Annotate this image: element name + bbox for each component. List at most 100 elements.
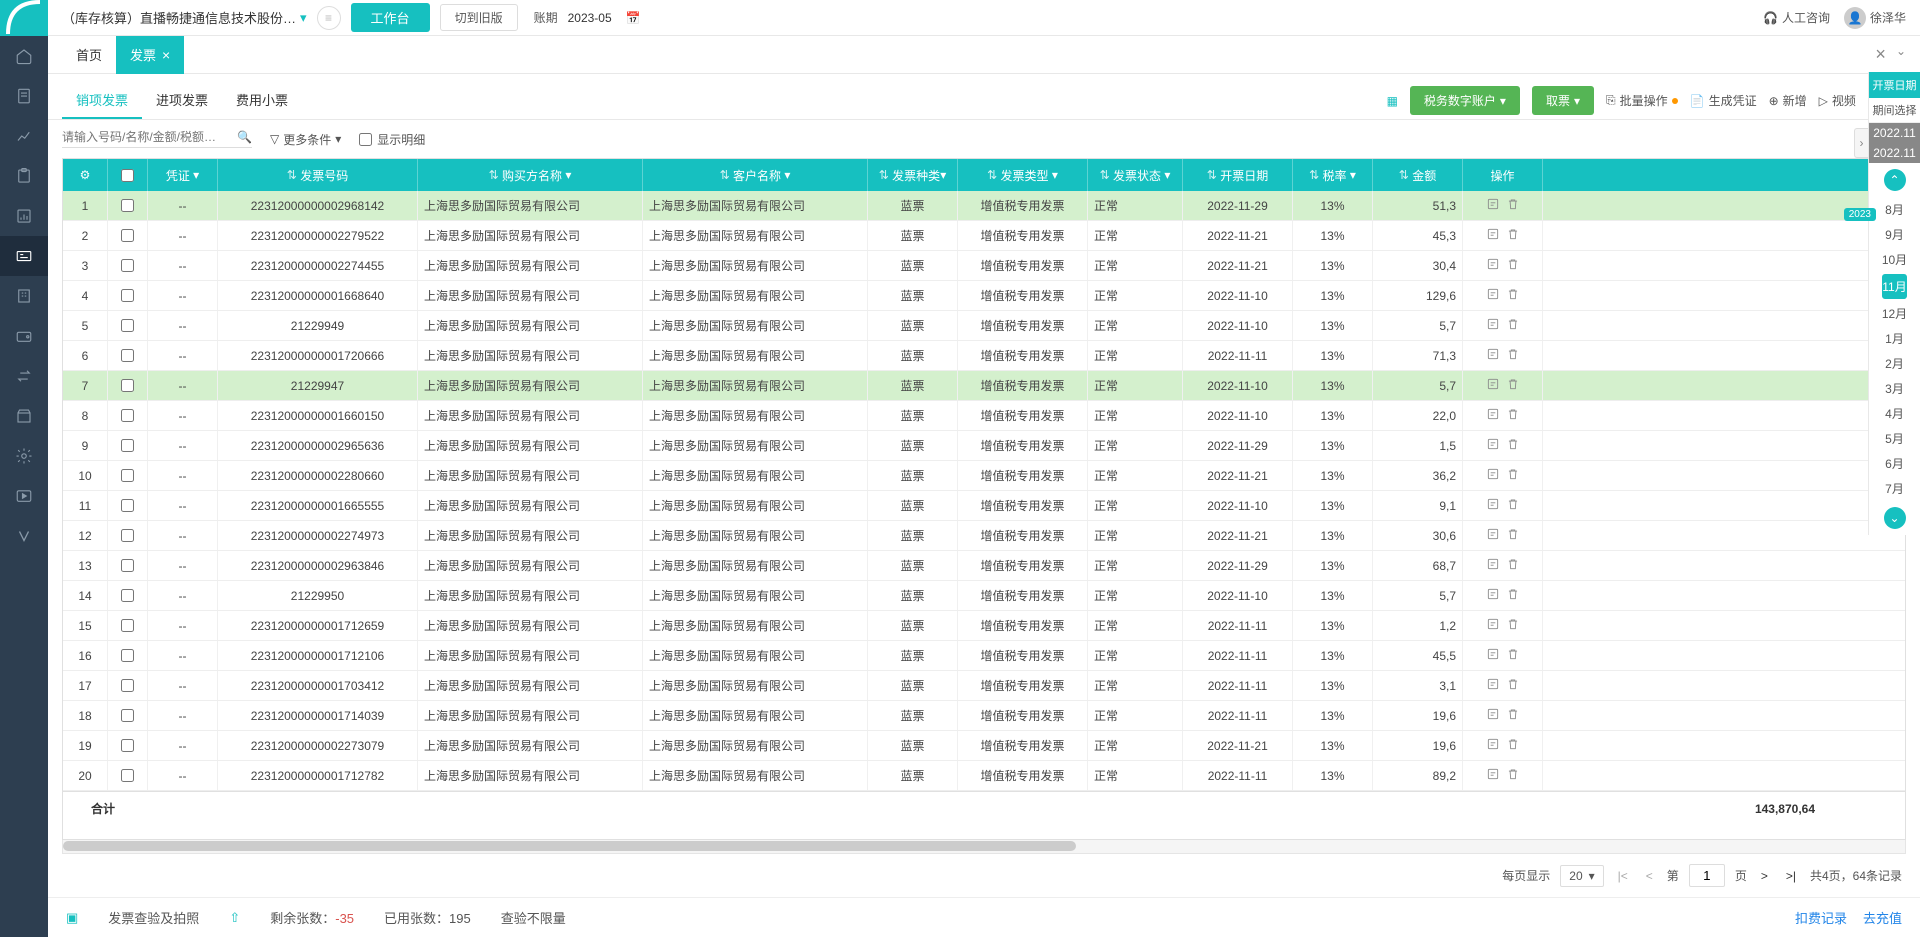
check-label[interactable]: 发票查验及拍照: [108, 908, 199, 927]
table-row[interactable]: 11--22312000000001665555上海思多励国际贸易有限公司上海思…: [63, 491, 1905, 521]
table-row[interactable]: 15--22312000000001712659上海思多励国际贸易有限公司上海思…: [63, 611, 1905, 641]
more-filter-button[interactable]: ▽ 更多条件 ▾: [270, 131, 341, 148]
batch-action[interactable]: ⎘批量操作: [1606, 92, 1678, 109]
dp-month[interactable]: 5月: [1885, 426, 1904, 451]
tab-invoice[interactable]: 发票 ×: [116, 36, 184, 74]
dp-down-icon[interactable]: ⌄: [1884, 507, 1906, 529]
row-checkbox[interactable]: [108, 671, 148, 700]
dp-month[interactable]: 10月: [1878, 247, 1910, 272]
dp-month[interactable]: 11月: [1882, 274, 1906, 299]
th-settings[interactable]: ⚙: [63, 159, 108, 191]
view-icon[interactable]: [1486, 617, 1500, 634]
show-detail-checkbox[interactable]: 显示明细: [359, 131, 425, 148]
th-rate[interactable]: ⇅ 税率 ▾: [1293, 159, 1373, 191]
table-row[interactable]: 2--22312000000002279522上海思多励国际贸易有限公司上海思多…: [63, 221, 1905, 251]
row-checkbox[interactable]: [108, 731, 148, 760]
delete-icon[interactable]: [1506, 347, 1520, 364]
delete-icon[interactable]: [1506, 647, 1520, 664]
nav-doc-icon[interactable]: [0, 76, 48, 116]
scan-icon[interactable]: ▣: [66, 910, 78, 926]
dp-month[interactable]: 6月: [1885, 451, 1904, 476]
delete-icon[interactable]: [1506, 677, 1520, 694]
link-deduction[interactable]: 扣费记录: [1795, 908, 1847, 927]
page-next-button[interactable]: >: [1757, 869, 1772, 883]
delete-icon[interactable]: [1506, 467, 1520, 484]
view-icon[interactable]: [1486, 737, 1500, 754]
th-checkbox[interactable]: [108, 159, 148, 191]
table-row[interactable]: 16--22312000000001712106上海思多励国际贸易有限公司上海思…: [63, 641, 1905, 671]
th-kind[interactable]: ⇅ 发票种类▾: [868, 159, 958, 191]
nav-wallet-icon[interactable]: [0, 316, 48, 356]
delete-icon[interactable]: [1506, 287, 1520, 304]
view-icon[interactable]: [1486, 467, 1500, 484]
th-amount[interactable]: ⇅ 金额: [1373, 159, 1463, 191]
dp-year-from[interactable]: 2022.11: [1869, 123, 1920, 143]
logo[interactable]: [0, 0, 48, 36]
table-row[interactable]: 19--22312000000002273079上海思多励国际贸易有限公司上海思…: [63, 731, 1905, 761]
nav-clipboard-icon[interactable]: [0, 156, 48, 196]
table-row[interactable]: 14--21229950上海思多励国际贸易有限公司上海思多励国际贸易有限公司蓝票…: [63, 581, 1905, 611]
subtab-receipt[interactable]: 费用小票: [222, 82, 302, 119]
delete-icon[interactable]: [1506, 407, 1520, 424]
view-icon[interactable]: [1486, 257, 1500, 274]
row-checkbox[interactable]: [108, 491, 148, 520]
table-row[interactable]: 8--22312000000001660150上海思多励国际贸易有限公司上海思多…: [63, 401, 1905, 431]
th-status[interactable]: ⇅ 发票状态 ▾: [1088, 159, 1183, 191]
prev-org-button[interactable]: ≡: [317, 6, 341, 30]
delete-icon[interactable]: [1506, 737, 1520, 754]
delete-icon[interactable]: [1506, 257, 1520, 274]
row-checkbox[interactable]: [108, 641, 148, 670]
page-first-button[interactable]: |<: [1614, 869, 1632, 883]
th-number[interactable]: ⇅ 发票号码: [218, 159, 418, 191]
row-checkbox[interactable]: [108, 701, 148, 730]
table-row[interactable]: 13--22312000000002963846上海思多励国际贸易有限公司上海思…: [63, 551, 1905, 581]
view-icon[interactable]: [1486, 647, 1500, 664]
view-icon[interactable]: [1486, 677, 1500, 694]
table-row[interactable]: 5--21229949上海思多励国际贸易有限公司上海思多励国际贸易有限公司蓝票增…: [63, 311, 1905, 341]
delete-icon[interactable]: [1506, 437, 1520, 454]
table-row[interactable]: 1--22312000000002968142上海思多励国际贸易有限公司上海思多…: [63, 191, 1905, 221]
subtab-out[interactable]: 销项发票: [62, 82, 142, 119]
dp-year-to[interactable]: 2022.11: [1869, 143, 1920, 163]
th-customer[interactable]: ⇅ 客户名称 ▾: [643, 159, 868, 191]
delete-icon[interactable]: [1506, 197, 1520, 214]
row-checkbox[interactable]: [108, 341, 148, 370]
page-input[interactable]: [1689, 864, 1725, 887]
horizontal-scrollbar[interactable]: [62, 840, 1906, 854]
delete-icon[interactable]: [1506, 557, 1520, 574]
view-icon[interactable]: [1486, 407, 1500, 424]
period-value[interactable]: 2023-05: [568, 11, 612, 25]
row-checkbox[interactable]: [108, 311, 148, 340]
view-icon[interactable]: [1486, 287, 1500, 304]
delete-icon[interactable]: [1506, 377, 1520, 394]
dp-month[interactable]: 8月: [1878, 197, 1910, 222]
view-icon[interactable]: [1486, 197, 1500, 214]
tab-menu-icon[interactable]: ⌄: [1896, 44, 1906, 65]
table-row[interactable]: 20--22312000000001712782上海思多励国际贸易有限公司上海思…: [63, 761, 1905, 791]
get-invoice-button[interactable]: 取票▾: [1532, 86, 1594, 115]
dp-month[interactable]: 4月: [1885, 401, 1904, 426]
view-icon[interactable]: [1486, 767, 1500, 784]
view-icon[interactable]: [1486, 527, 1500, 544]
row-checkbox[interactable]: [108, 551, 148, 580]
delete-icon[interactable]: [1506, 587, 1520, 604]
table-row[interactable]: 7--21229947上海思多励国际贸易有限公司上海思多励国际贸易有限公司蓝票增…: [63, 371, 1905, 401]
date-panel-toggle[interactable]: ›: [1854, 128, 1868, 158]
switch-old-button[interactable]: 切到旧版: [440, 4, 518, 31]
table-row[interactable]: 10--22312000000002280660上海思多励国际贸易有限公司上海思…: [63, 461, 1905, 491]
org-selector[interactable]: （库存核算）直播畅捷通信息技术股份… ▾: [62, 8, 307, 27]
view-icon[interactable]: [1486, 317, 1500, 334]
nav-chart-icon[interactable]: [0, 116, 48, 156]
table-row[interactable]: 17--22312000000001703412上海思多励国际贸易有限公司上海思…: [63, 671, 1905, 701]
dp-month[interactable]: 9月: [1878, 222, 1910, 247]
row-checkbox[interactable]: [108, 221, 148, 250]
delete-icon[interactable]: [1506, 227, 1520, 244]
per-page-select[interactable]: 20▾: [1560, 865, 1603, 887]
video-action[interactable]: ▷视频: [1819, 92, 1856, 109]
calendar-icon[interactable]: 📅: [626, 11, 641, 25]
dp-month[interactable]: 3月: [1885, 376, 1904, 401]
delete-icon[interactable]: [1506, 497, 1520, 514]
delete-icon[interactable]: [1506, 527, 1520, 544]
th-voucher[interactable]: 凭证 ▾: [148, 159, 218, 191]
dp-month[interactable]: 12月: [1878, 301, 1910, 326]
